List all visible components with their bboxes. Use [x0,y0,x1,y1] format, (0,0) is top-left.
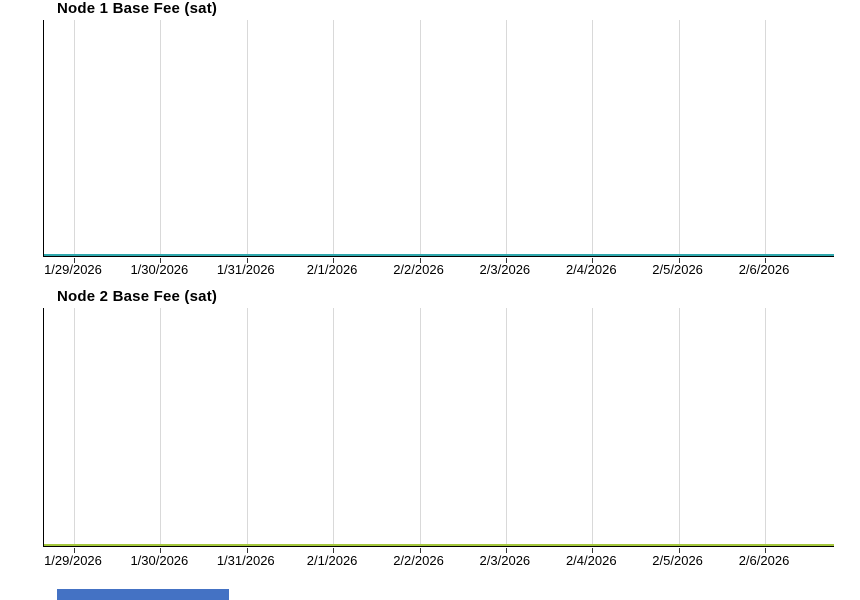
chart-title: Node 1 Base Fee (sat) [57,0,218,17]
x-axis-tick [246,258,248,263]
x-tick-label: 2/6/2026 [738,262,790,277]
gridline [678,20,680,256]
x-axis-labels: 1/29/2026 1/30/2026 1/31/2026 2/1/2026 2/2/2… [43,553,833,569]
gridline [592,308,594,546]
x-tick-label: 2/5/2026 [652,262,703,277]
plot-area [43,308,834,553]
series-line [44,544,834,546]
x-axis-tick [333,258,335,263]
x-tick-label: 1/30/2026 [130,262,189,277]
x-axis-tick [160,548,162,553]
gridline [419,20,421,256]
x-axis-tick [765,258,766,263]
x-axis-tick [765,548,766,553]
x-axis-tick [419,258,421,263]
gridline [246,308,248,546]
gridline [419,308,421,546]
gridline [765,308,766,546]
x-tick-label: 2/5/2026 [652,553,703,568]
x-axis-tick [73,548,75,553]
x-tick-label: 1/31/2026 [216,262,275,277]
x-axis-tick [592,258,594,263]
x-tick-label: 2/2/2026 [393,553,444,568]
gridline [73,20,75,256]
gridline [333,308,335,546]
chart-title: Node 2 Base Fee (sat) [57,288,218,305]
x-tick-label: 2/6/2026 [738,553,790,568]
x-tick-label: 2/1/2026 [306,553,358,568]
x-tick-label: 1/30/2026 [130,553,189,568]
series-line [44,254,834,256]
x-tick-label: 1/29/2026 [44,553,102,568]
x-axis-tick [678,548,680,553]
x-tick-label: 2/1/2026 [306,262,358,277]
x-tick-label: 1/31/2026 [216,553,275,568]
x-axis-tick [160,258,162,263]
gridline [73,308,75,546]
x-tick-label: 2/2/2026 [393,262,444,277]
node2-base-fee-chart[interactable]: Node 2 Base Fee (sat) 1/29/2026 1/30/2026… [0,288,860,578]
node1-base-fee-chart[interactable]: Node 1 Base Fee (sat) 1/29/2026 1/30/2026… [0,0,860,288]
x-axis-tick [73,258,75,263]
x-axis-tick [592,548,594,553]
gridline [160,308,162,546]
x-tick-label: 2/4/2026 [565,262,617,277]
gridline [160,20,162,256]
x-tick-label: 2/3/2026 [479,262,531,277]
gridline [678,308,680,546]
x-axis-tick [678,258,680,263]
x-tick-label: 2/4/2026 [565,553,617,568]
gridline [505,308,507,546]
gridline [592,20,594,256]
x-axis-tick [333,548,335,553]
plot-area [43,20,834,263]
x-tick-label: 1/29/2026 [44,262,102,277]
x-axis-tick [505,258,507,263]
gridline [505,20,507,256]
x-axis-tick [505,548,507,553]
gridline [246,20,248,256]
gridline [333,20,335,256]
x-axis-tick [419,548,421,553]
x-axis-labels: 1/29/2026 1/30/2026 1/31/2026 2/1/2026 2/2/2… [43,262,833,278]
x-tick-label: 2/3/2026 [479,553,531,568]
gridline [765,20,766,256]
x-axis-tick [246,548,248,553]
selection-highlight-bar [57,589,229,600]
